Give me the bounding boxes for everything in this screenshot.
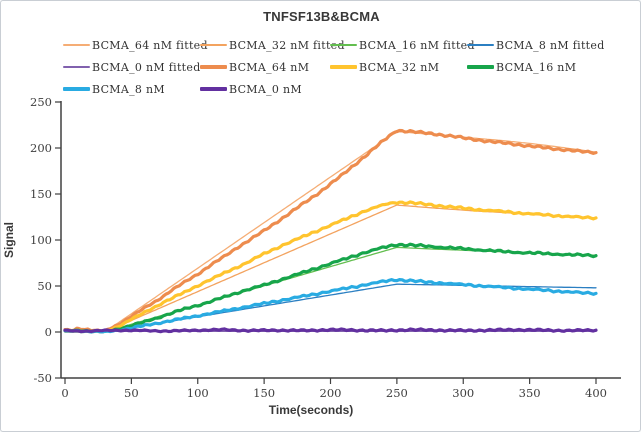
y-tick-label: 50 <box>37 279 52 293</box>
y-tick-label: 0 <box>45 325 52 339</box>
legend-swatch <box>467 44 494 46</box>
legend-swatch <box>330 65 357 69</box>
legend-label: BCMA_32 nM fitted <box>229 38 345 52</box>
x-tick-label: 300 <box>452 386 474 400</box>
legend-item: BCMA_64 nM <box>200 60 309 74</box>
x-tick-label: 400 <box>585 386 607 400</box>
x-axis-title: Time(seconds) <box>268 403 354 417</box>
x-tick-label: 50 <box>124 386 139 400</box>
series-line-bcma-32-nm <box>63 200 598 334</box>
series-line-bcma-64-nm <box>63 128 598 333</box>
legend-swatch <box>467 65 494 69</box>
legend-item: BCMA_8 nM fitted <box>467 38 605 52</box>
legend-label: BCMA_64 nM <box>229 60 310 74</box>
legend-swatch <box>63 44 90 46</box>
legend-item: BCMA_8 nM <box>63 82 165 96</box>
y-tick-label: 250 <box>30 95 52 109</box>
legend-label: BCMA_16 nM fitted <box>359 38 475 52</box>
series-line-bcma-64-nm-fitted <box>64 130 597 333</box>
legend-label: BCMA_32 nM <box>359 60 440 74</box>
x-tick-label: 200 <box>320 386 342 400</box>
legend-label: BCMA_8 nM fitted <box>496 38 605 52</box>
x-tick-label: 100 <box>187 386 209 400</box>
legend-item: BCMA_0 nM fitted <box>63 60 201 74</box>
x-tick-label: 250 <box>386 386 408 400</box>
legend: BCMA_64 nM fitted BCMA_32 nM fitted BCMA_1… <box>1 1 640 101</box>
legend-swatch <box>63 87 90 91</box>
legend-item: BCMA_0 nM <box>200 82 302 96</box>
y-tick-label: 150 <box>30 187 52 201</box>
legend-label: BCMA_8 nM <box>92 82 165 96</box>
y-tick-label: -50 <box>33 371 52 385</box>
y-tick-label: 200 <box>30 141 52 155</box>
y-tick-label: 100 <box>30 233 52 247</box>
legend-swatch <box>200 44 227 46</box>
series-line-bcma-8-nm <box>63 278 598 334</box>
legend-swatch <box>330 44 357 46</box>
legend-swatch <box>200 65 227 69</box>
legend-label: BCMA_0 nM fitted <box>92 60 201 74</box>
legend-label: BCMA_16 nM <box>496 60 577 74</box>
x-tick-label: 150 <box>253 386 275 400</box>
legend-swatch <box>200 87 227 91</box>
legend-item: BCMA_64 nM fitted <box>63 38 208 52</box>
legend-label: BCMA_64 nM fitted <box>92 38 208 52</box>
chart-title: TNFSF13B&BCMA <box>263 9 380 24</box>
x-tick-label: 0 <box>61 386 68 400</box>
legend-item: BCMA_16 nM fitted <box>330 38 475 52</box>
legend-label: BCMA_0 nM <box>229 82 302 96</box>
legend-item: BCMA_32 nM <box>330 60 439 74</box>
legend-item: BCMA_32 nM fitted <box>200 38 345 52</box>
series-line-bcma-0-nm <box>63 327 598 334</box>
legend-item: BCMA_16 nM <box>467 60 576 74</box>
y-axis-title: Signal <box>2 222 16 259</box>
x-tick-label: 350 <box>519 386 541 400</box>
series-line-bcma-16-nm <box>63 242 598 334</box>
legend-swatch <box>63 66 90 68</box>
